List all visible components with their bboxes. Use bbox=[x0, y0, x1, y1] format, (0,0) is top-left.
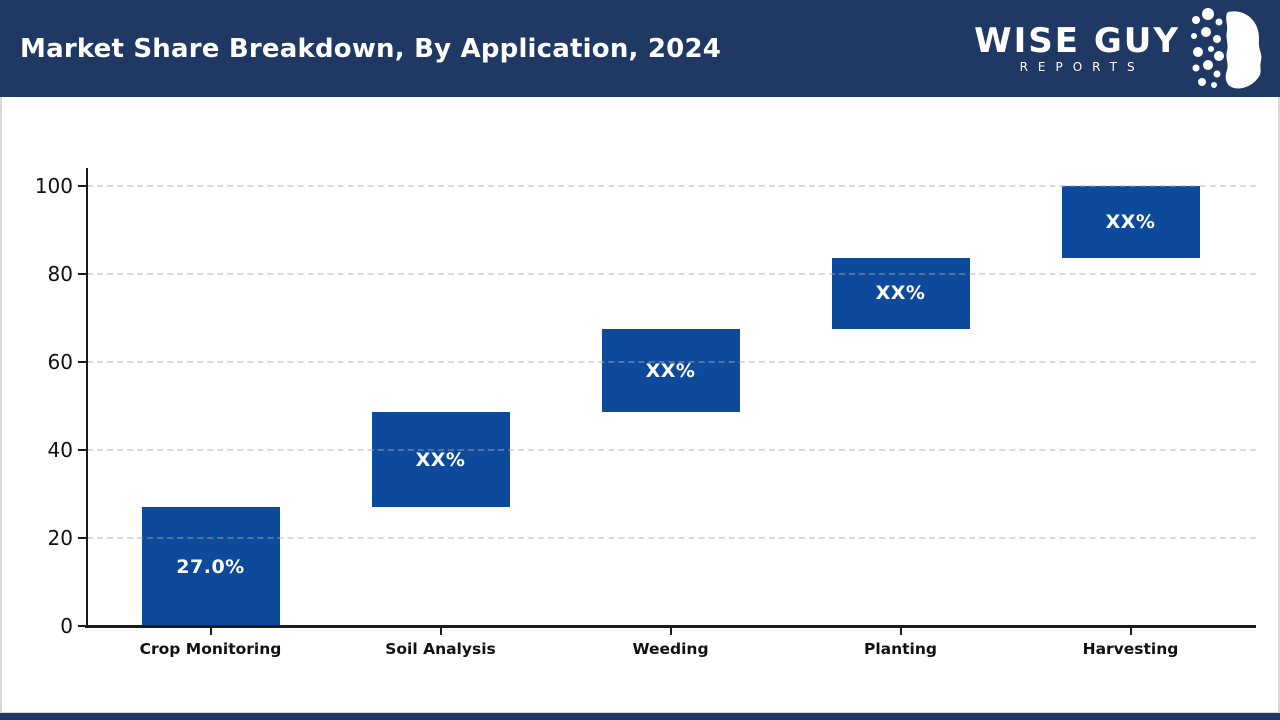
gridline-100 bbox=[87, 184, 1256, 187]
y-tick-80 bbox=[77, 272, 86, 275]
brand-subname: REPORTS bbox=[1019, 60, 1145, 74]
y-tick-60 bbox=[77, 360, 86, 363]
bar-value-label: XX% bbox=[645, 359, 696, 382]
y-tick-0 bbox=[77, 625, 86, 627]
bar-weeding: XX% bbox=[601, 328, 740, 413]
y-tick-label-100: 100 bbox=[34, 173, 73, 198]
x-category-label: Harvesting bbox=[1082, 640, 1179, 658]
bar-crop-monitoring: 27.0% bbox=[141, 507, 280, 626]
gridline-80 bbox=[87, 272, 1256, 275]
x-tick-2 bbox=[669, 628, 672, 635]
x-tick-1 bbox=[439, 628, 442, 635]
bar-planting: XX% bbox=[831, 258, 970, 329]
gridline-20 bbox=[87, 536, 1256, 539]
x-category-label: Planting bbox=[863, 640, 938, 658]
y-tick-100 bbox=[77, 184, 86, 187]
y-tick-label-80: 80 bbox=[47, 261, 73, 286]
bar-value-label: XX% bbox=[875, 282, 926, 305]
x-category-label: Soil Analysis bbox=[385, 640, 496, 658]
y-axis-line bbox=[85, 168, 88, 628]
bar-value-label: XX% bbox=[415, 448, 466, 471]
x-tick-3 bbox=[899, 628, 902, 635]
brand-face-icon bbox=[1191, 7, 1262, 89]
brand-logo: WISE GUY REPORTS bbox=[974, 6, 1264, 92]
brand-name: WISE GUY bbox=[974, 21, 1180, 61]
footer-strip bbox=[0, 713, 1280, 720]
bar-soil-analysis: XX% bbox=[371, 412, 510, 508]
x-category-label: Weeding bbox=[632, 640, 709, 658]
brand-logo-text: WISE GUY REPORTS bbox=[974, 24, 1180, 73]
header-bar: Market Share Breakdown, By Application, … bbox=[0, 0, 1280, 97]
x-axis-line bbox=[85, 625, 1256, 628]
bar-value-label: XX% bbox=[1105, 210, 1156, 233]
y-tick-label-40: 40 bbox=[47, 437, 73, 462]
x-category-label: Crop Monitoring bbox=[139, 640, 282, 658]
bar-value-label: 27.0% bbox=[176, 555, 245, 578]
y-tick-20 bbox=[77, 536, 86, 539]
bar-harvesting: XX% bbox=[1061, 185, 1200, 259]
x-tick-0 bbox=[209, 628, 212, 635]
y-tick-label-0: 0 bbox=[60, 614, 73, 638]
gridline-60 bbox=[87, 360, 1256, 363]
y-tick-label-20: 20 bbox=[47, 525, 73, 550]
x-tick-4 bbox=[1129, 628, 1132, 635]
page-title: Market Share Breakdown, By Application, … bbox=[20, 33, 722, 64]
y-tick-40 bbox=[77, 448, 86, 451]
gridline-40 bbox=[87, 448, 1256, 451]
y-tick-label-60: 60 bbox=[47, 349, 73, 374]
